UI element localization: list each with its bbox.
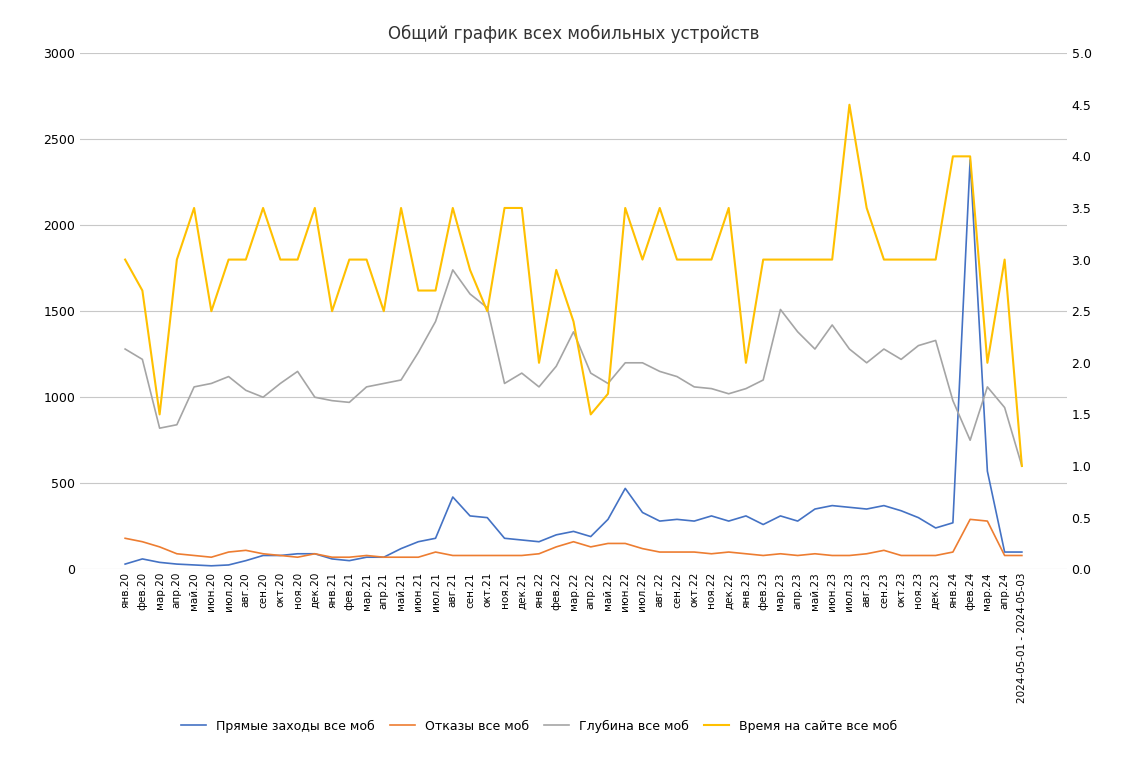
Отказы все моб (963, 515, 977, 524)
Глубина все моб (670, 372, 684, 381)
Прямые заходы все моб (721, 517, 735, 526)
Время на сайте все моб (843, 100, 857, 109)
Line: Время на сайте все моб: Время на сайте все моб (125, 105, 1022, 466)
Глубина все моб (653, 367, 666, 376)
Line: Глубина все моб: Глубина все моб (125, 270, 1022, 466)
Отказы все моб (377, 553, 391, 562)
Время на сайте все моб (687, 255, 701, 264)
Глубина все моб (704, 384, 718, 393)
Время на сайте все моб (635, 255, 649, 264)
Отказы все моб (1015, 551, 1029, 560)
Title: Общий график всех мобильных устройств: Общий график всех мобильных устройств (388, 25, 759, 43)
Глубина все моб (1015, 461, 1029, 471)
Отказы все моб (704, 550, 718, 559)
Время на сайте все моб (653, 203, 666, 213)
Глубина все моб (446, 266, 460, 275)
Время на сайте все моб (929, 255, 943, 264)
Прямые заходы все моб (704, 512, 718, 521)
Глубина все моб (118, 345, 132, 354)
Время на сайте все моб (118, 255, 132, 264)
Отказы все моб (826, 551, 840, 560)
Прямые заходы все моб (118, 559, 132, 568)
Прямые заходы все моб (963, 156, 977, 165)
Глубина все моб (929, 336, 943, 345)
Глубина все моб (360, 383, 374, 392)
Отказы все моб (204, 553, 218, 562)
Время на сайте все моб (807, 255, 821, 264)
Отказы все моб (670, 547, 684, 556)
Отказы все моб (721, 547, 735, 556)
Прямые заходы все моб (377, 553, 391, 562)
Legend: Прямые заходы все моб, Отказы все моб, Глубина все моб, Время на сайте все моб: Прямые заходы все моб, Отказы все моб, Г… (177, 714, 902, 738)
Время на сайте все моб (360, 255, 374, 264)
Line: Прямые заходы все моб: Прямые заходы все моб (125, 160, 1022, 565)
Время на сайте все моб (1015, 461, 1029, 471)
Прямые заходы все моб (1015, 547, 1029, 556)
Прямые заходы все моб (204, 561, 218, 570)
Отказы все моб (118, 534, 132, 543)
Line: Отказы все моб: Отказы все моб (125, 519, 1022, 557)
Прямые заходы все моб (653, 517, 666, 526)
Отказы все моб (653, 547, 666, 556)
Прямые заходы все моб (826, 501, 840, 510)
Прямые заходы все моб (670, 515, 684, 524)
Глубина все моб (826, 320, 840, 329)
